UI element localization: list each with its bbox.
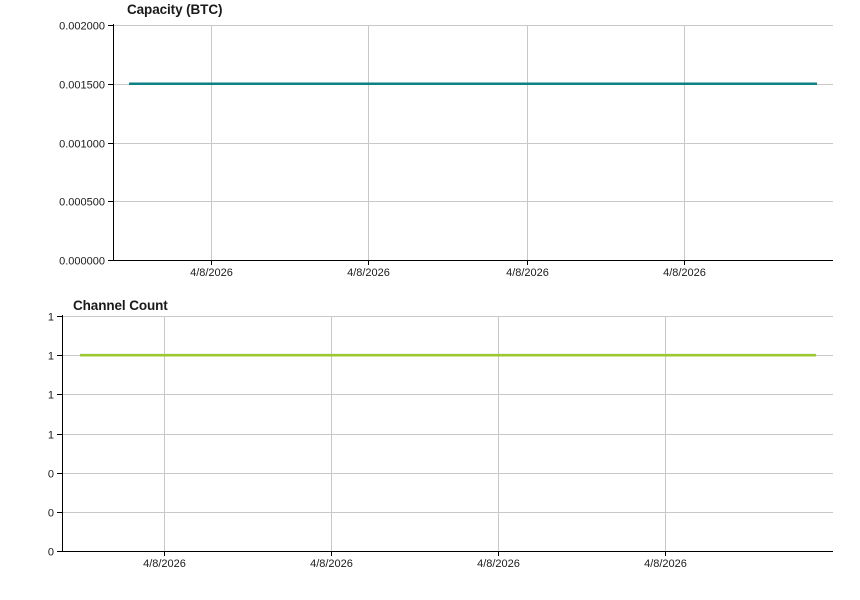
y-tick-label: 0.000500 [59, 197, 105, 209]
x-tick-label: 4/8/2026 [190, 267, 233, 279]
x-tick-label: 4/8/2026 [143, 558, 186, 570]
x-tick-label: 4/8/2026 [347, 267, 390, 279]
y-tick-label: 0.001000 [59, 139, 105, 151]
y-tick-label: 0 [48, 508, 54, 520]
x-tick-label: 4/8/2026 [506, 267, 549, 279]
y-tick-label: 1 [48, 312, 54, 324]
capacity-chart-title: Capacity (BTC) [127, 2, 223, 17]
channel-count-plot-area: 1 1 1 1 0 0 0 4/8/2026 4/8/2026 4/8/2026 4/8/2026 [48, 312, 833, 570]
y-tick-label: 0 [48, 469, 54, 481]
y-tick-label: 1 [48, 430, 54, 442]
y-tick-label: 0.002000 [59, 21, 105, 33]
x-tick-label: 4/8/2026 [663, 267, 706, 279]
channel-count-chart-panel: Channel Count 1 1 1 1 0 0 0 4/8/2026 4/8/2026 4/8… [0, 290, 860, 600]
y-tick-label: 1 [48, 390, 54, 402]
capacity-plot-area: 0.002000 0.001500 0.001000 0.000500 0.000000… [59, 21, 833, 279]
y-tick-label: 0.000000 [59, 256, 105, 268]
y-tick-label: 0.001500 [59, 80, 105, 92]
y-tick-label: 1 [48, 351, 54, 363]
x-tick-label: 4/8/2026 [310, 558, 353, 570]
x-tick-label: 4/8/2026 [644, 558, 687, 570]
capacity-chart-panel: Capacity (BTC) 0.002000 0.001500 0.001000 0… [0, 0, 860, 290]
channel-count-chart-title: Channel Count [73, 298, 168, 313]
x-tick-label: 4/8/2026 [477, 558, 520, 570]
y-tick-label: 0 [48, 547, 54, 559]
